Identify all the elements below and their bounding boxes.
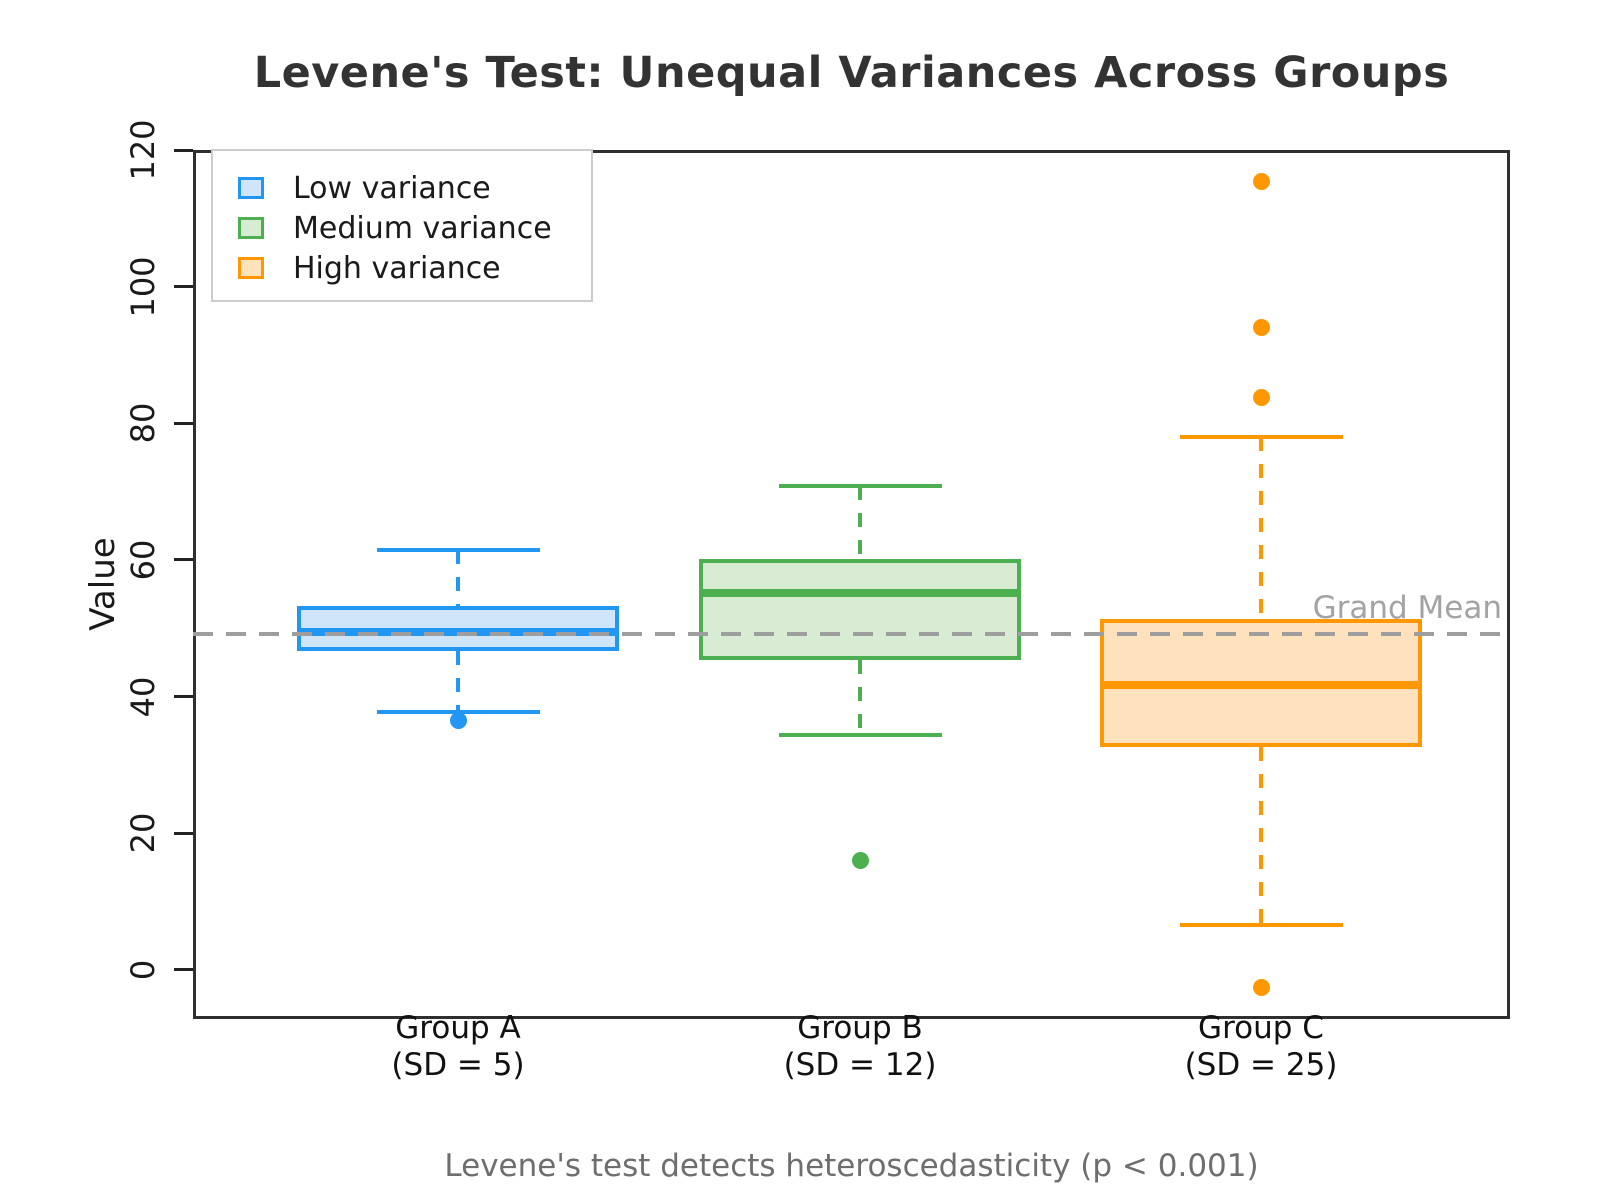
upper-whisker-cap [1179,435,1343,440]
outlier-point [1252,388,1270,406]
y-axis-tick [174,831,193,835]
y-axis-tick-label: 100 [124,256,162,318]
outlier-point [1252,173,1270,191]
upper-whisker-cap [778,483,942,488]
legend-swatch [238,217,264,239]
lower-whisker-stem [456,650,460,713]
outlier-point [449,711,467,729]
legend-label: Medium variance [293,210,552,246]
y-axis-tick [174,421,193,425]
legend-item: High variance [213,248,591,288]
group-sd-label: (SD = 25) [1184,1047,1338,1083]
group-name: Group C [1198,1010,1324,1046]
legend-item: Low variance [213,168,591,208]
y-axis-tick-label: 60 [124,539,162,581]
y-axis-tick-label: 40 [124,676,162,717]
y-axis-title: Value [83,537,123,631]
x-axis-group-label: Group B (SD = 12) [720,1010,1000,1084]
lower-whisker-cap [778,732,942,737]
x-axis-group-label: Group A (SD = 5) [318,1010,598,1084]
y-axis-tick [174,695,193,699]
upper-whisker-cap [376,548,540,553]
group-sd-label: (SD = 12) [783,1047,937,1083]
legend: Low variance Medium variance High variance [211,149,593,302]
outlier-point [1252,978,1270,996]
legend-label: High variance [293,250,501,286]
legend-swatch [238,257,264,279]
y-axis-tick-label: 80 [124,403,162,444]
median-line [297,627,619,636]
legend-item: Medium variance [213,208,591,248]
y-axis-tick [174,968,193,972]
y-axis-tick [174,285,193,289]
outlier-point [1252,318,1270,336]
iqr-box [699,559,1021,661]
legend-swatch [238,177,264,199]
lower-whisker-cap [1179,922,1343,927]
y-axis-tick-label: 20 [124,812,162,854]
chart-caption: Levene's test detects heteroscedasticity… [444,1148,1259,1184]
lower-whisker-stem [1259,747,1263,925]
legend-label: Low variance [293,170,491,206]
y-axis-tick-label: 120 [124,119,162,181]
median-line [699,589,1021,598]
x-axis-group-label: Group C (SD = 25) [1121,1010,1401,1084]
median-line [1100,680,1422,689]
upper-whisker-stem [858,485,862,560]
group-name: Group B [797,1010,923,1046]
group-sd-label: (SD = 5) [391,1047,525,1083]
outlier-point [851,851,869,869]
y-axis-tick [174,558,193,562]
upper-whisker-stem [456,550,460,607]
grand-mean-label: Grand Mean [1312,590,1502,626]
lower-whisker-stem [858,660,862,735]
y-axis-tick-label: 0 [124,959,162,980]
group-name: Group A [395,1010,521,1046]
chart-title: Levene's Test: Unequal Variances Across … [253,48,1450,98]
upper-whisker-stem [1259,437,1263,619]
y-axis-tick [174,148,193,152]
grand-mean-line [193,632,1510,637]
